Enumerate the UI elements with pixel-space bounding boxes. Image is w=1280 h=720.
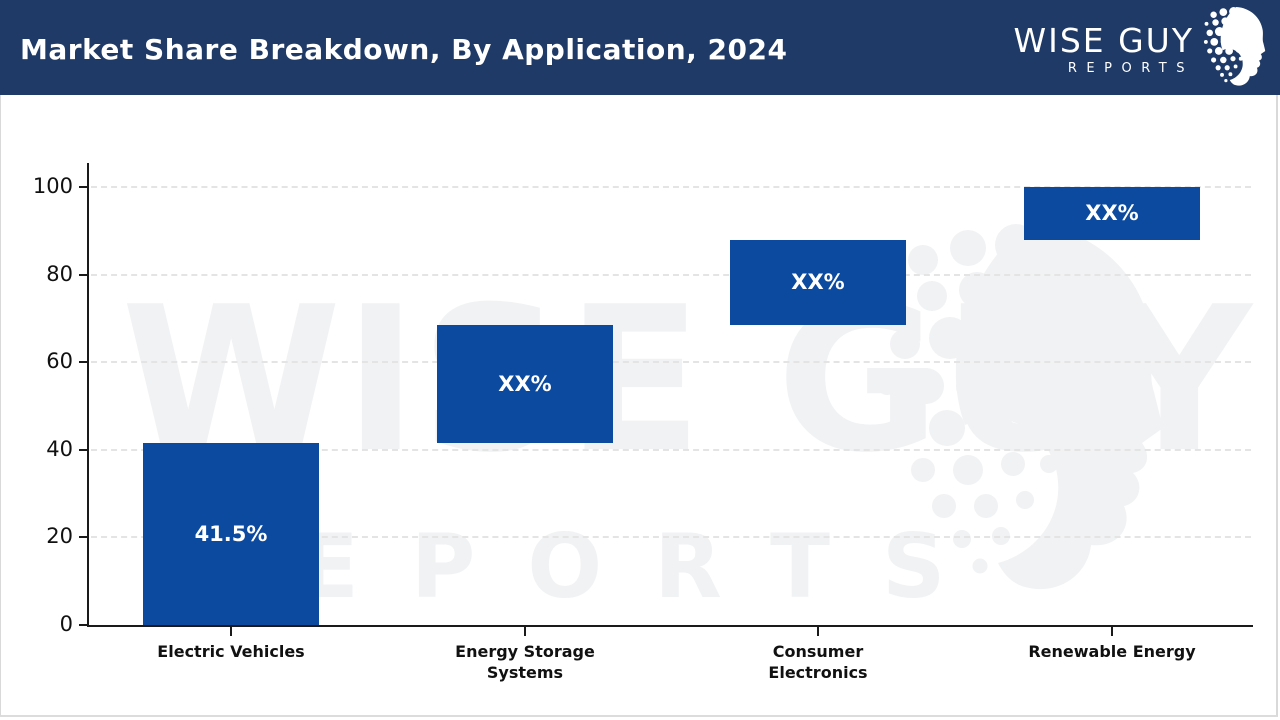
y-tick-60 — [79, 361, 88, 364]
x-axis-label-3: Renewable Energy — [1028, 642, 1196, 661]
brand-name: WISE GUY — [1013, 21, 1194, 60]
x-tick-3 — [1111, 627, 1113, 636]
y-tick-20 — [79, 536, 88, 539]
x-axis-line — [87, 625, 1253, 627]
bar-value-label-2: XX% — [791, 270, 845, 295]
y-tick-80 — [79, 273, 88, 276]
brand-logo: WISE GUY REPORTS — [1013, 7, 1270, 91]
y-axis-line — [87, 163, 89, 627]
brand-face-icon — [1196, 7, 1270, 91]
gridline-100 — [91, 186, 1251, 188]
y-tick-label-0: 0 — [59, 612, 73, 636]
bar-value-label-0: 41.5% — [194, 522, 268, 547]
gridline-80 — [91, 273, 1251, 276]
brand-subtitle: REPORTS — [1067, 61, 1194, 76]
y-tick-label-100: 100 — [32, 174, 73, 198]
y-tick-label-60: 60 — [46, 349, 73, 374]
bar-3: XX% — [1024, 187, 1200, 240]
x-axis-label-1: Energy Storage Systems — [455, 642, 595, 682]
gridline-40 — [91, 448, 1251, 451]
x-tick-0 — [230, 627, 232, 636]
x-tick-2 — [817, 627, 819, 636]
x-axis-label-2: Consumer Electronics — [768, 642, 868, 682]
y-tick-label-40: 40 — [46, 436, 73, 461]
page-title: Market Share Breakdown, By Application, … — [20, 33, 788, 66]
y-tick-100 — [79, 186, 88, 188]
x-axis-label-0: Electric Vehicles — [157, 642, 305, 661]
bar-value-label-3: XX% — [1085, 201, 1139, 226]
gridline-60 — [91, 361, 1251, 364]
y-tick-0 — [79, 624, 88, 626]
brand-logo-text: WISE GUY REPORTS — [1013, 21, 1194, 77]
watermark-face-icon — [863, 223, 1163, 615]
bar-1: XX% — [437, 324, 613, 444]
gridline-20 — [91, 536, 1251, 539]
chart-panel: WISE GUY REPORTS 0 20 40 60 80 100 41.5% Electr… — [0, 95, 1278, 717]
bar-value-label-1: XX% — [498, 372, 552, 397]
y-tick-label-80: 80 — [46, 261, 73, 286]
bar-0: 41.5% — [143, 443, 319, 625]
header-bar: Market Share Breakdown, By Application, … — [0, 0, 1280, 95]
y-tick-label-20: 20 — [46, 524, 73, 549]
x-tick-1 — [524, 627, 526, 636]
y-tick-40 — [79, 448, 88, 451]
bar-2: XX% — [730, 239, 906, 325]
